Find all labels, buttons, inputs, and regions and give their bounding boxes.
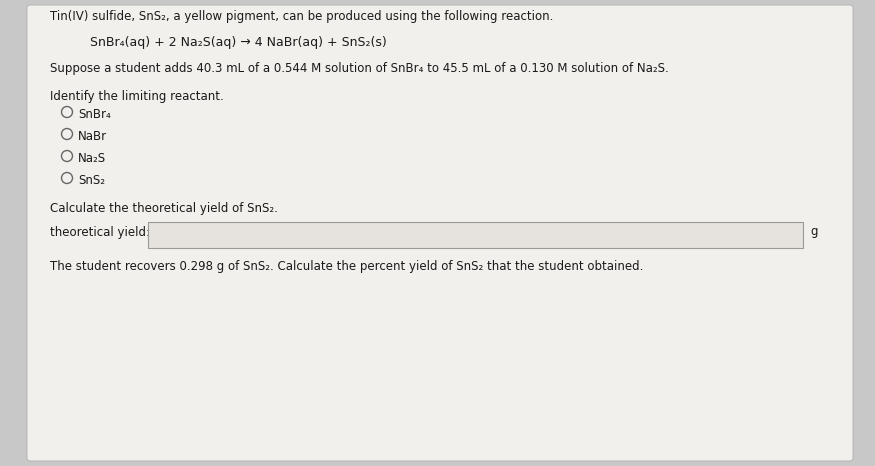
Text: Identify the limiting reactant.: Identify the limiting reactant. bbox=[50, 90, 224, 103]
Text: Suppose a student adds 40.3 mL of a 0.544 M solution of SnBr₄ to 45.5 mL of a 0.: Suppose a student adds 40.3 mL of a 0.54… bbox=[50, 62, 668, 75]
Text: g: g bbox=[810, 226, 817, 239]
Text: Na₂S: Na₂S bbox=[78, 152, 106, 165]
Text: SnBr₄: SnBr₄ bbox=[78, 108, 111, 121]
Text: The student recovers 0.298 g of SnS₂. Calculate the percent yield of SnS₂ that t: The student recovers 0.298 g of SnS₂. Ca… bbox=[50, 260, 643, 273]
Text: Tin(IV) sulfide, SnS₂, a yellow pigment, can be produced using the following rea: Tin(IV) sulfide, SnS₂, a yellow pigment,… bbox=[50, 10, 553, 23]
FancyBboxPatch shape bbox=[27, 5, 853, 461]
Text: NaBr: NaBr bbox=[78, 130, 107, 143]
Text: theoretical yield:: theoretical yield: bbox=[50, 226, 150, 239]
Text: SnBr₄(aq) + 2 Na₂S(aq) → 4 NaBr(aq) + SnS₂(s): SnBr₄(aq) + 2 Na₂S(aq) → 4 NaBr(aq) + Sn… bbox=[90, 36, 387, 49]
Text: SnS₂: SnS₂ bbox=[78, 174, 105, 187]
Bar bbox=[148, 222, 803, 248]
Text: Calculate the theoretical yield of SnS₂.: Calculate the theoretical yield of SnS₂. bbox=[50, 202, 278, 215]
